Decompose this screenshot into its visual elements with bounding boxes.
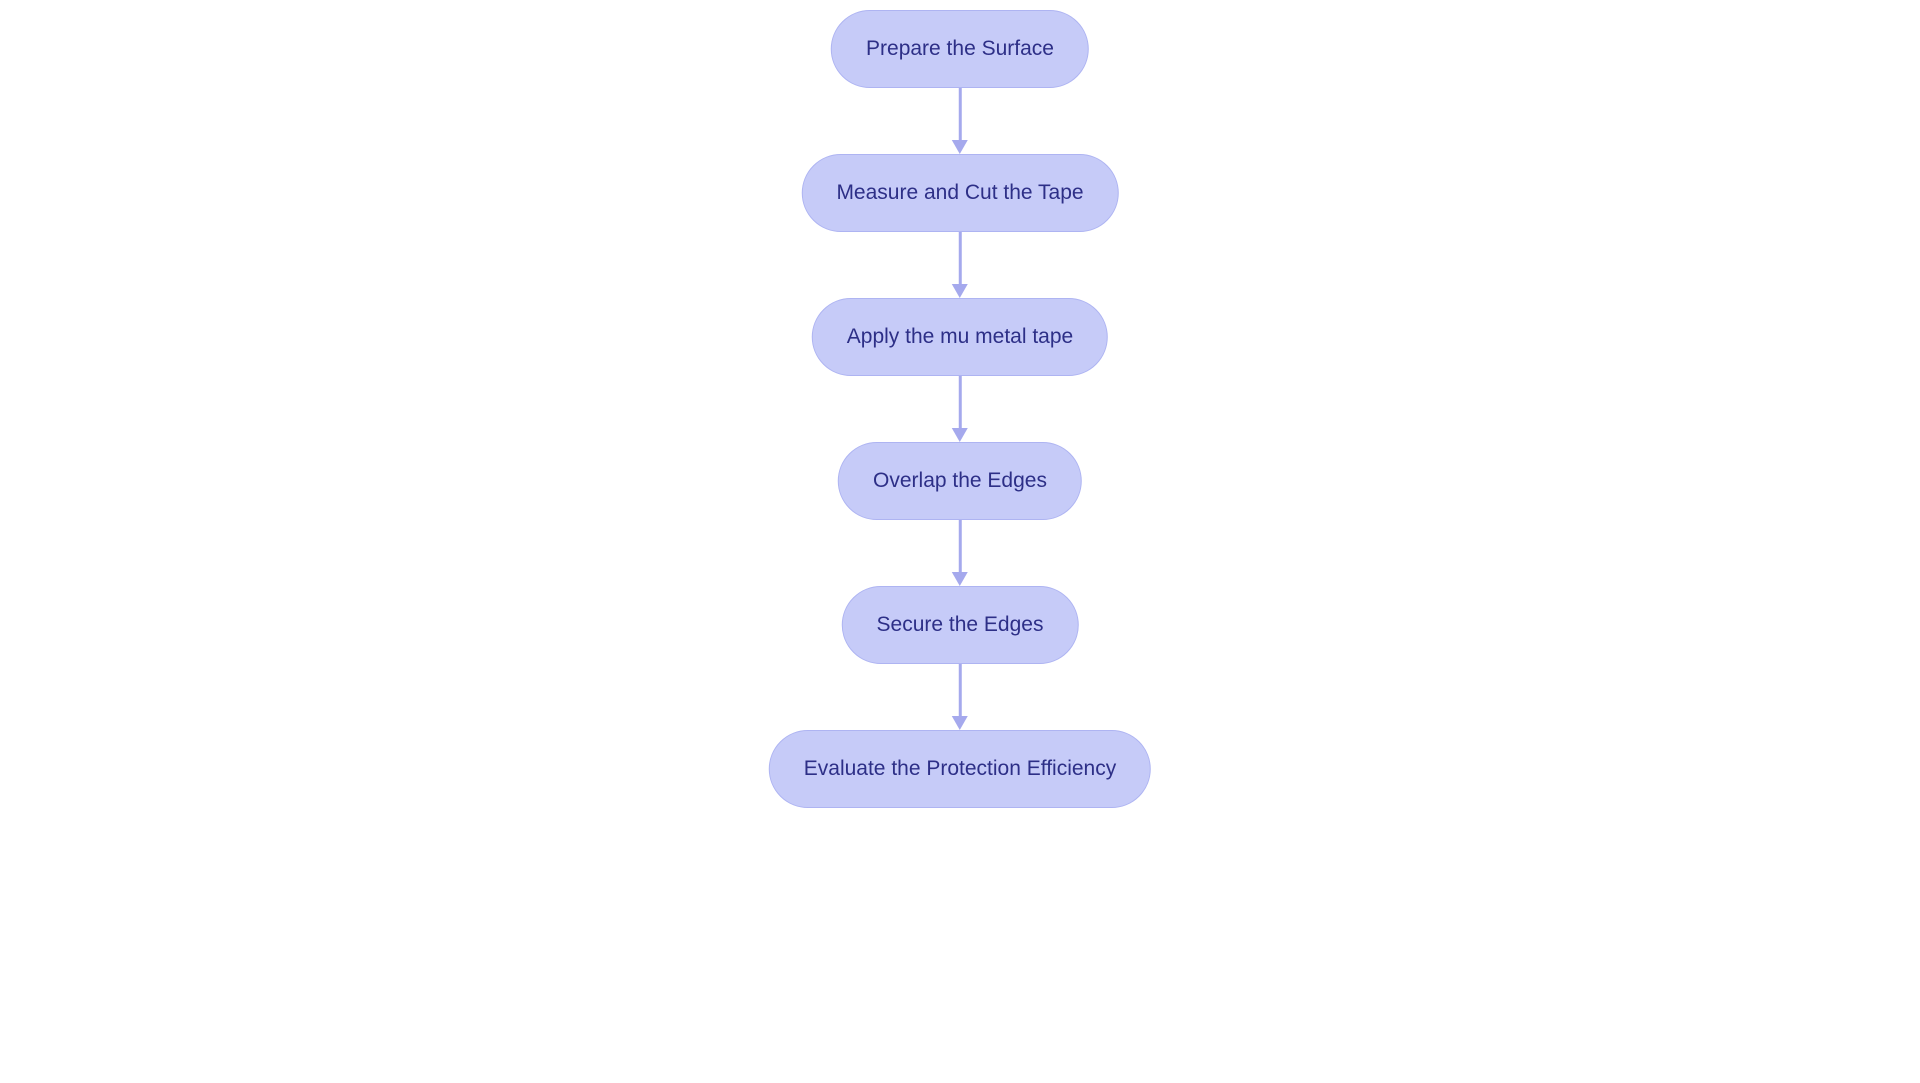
arrow-head-icon	[952, 716, 968, 730]
flow-arrow	[952, 88, 968, 154]
arrow-line	[959, 520, 962, 572]
flow-node-label: Apply the mu metal tape	[847, 325, 1073, 349]
flow-node-label: Prepare the Surface	[866, 37, 1054, 61]
arrow-head-icon	[952, 140, 968, 154]
arrow-line	[959, 664, 962, 716]
arrow-head-icon	[952, 428, 968, 442]
flow-arrow	[952, 376, 968, 442]
flow-node: Secure the Edges	[842, 586, 1079, 664]
flow-node: Overlap the Edges	[838, 442, 1082, 520]
flow-node: Prepare the Surface	[831, 10, 1089, 88]
flow-arrow	[952, 232, 968, 298]
flow-arrow	[952, 664, 968, 730]
flow-node: Apply the mu metal tape	[812, 298, 1108, 376]
arrow-line	[959, 88, 962, 140]
flow-node-label: Secure the Edges	[877, 613, 1044, 637]
arrow-head-icon	[952, 572, 968, 586]
arrow-head-icon	[952, 284, 968, 298]
flow-node-label: Measure and Cut the Tape	[836, 181, 1083, 205]
arrow-line	[959, 376, 962, 428]
flow-node-label: Overlap the Edges	[873, 469, 1047, 493]
arrow-line	[959, 232, 962, 284]
flow-arrow	[952, 520, 968, 586]
flowchart-container: Prepare the Surface Measure and Cut the …	[769, 10, 1151, 808]
flow-node: Evaluate the Protection Efficiency	[769, 730, 1151, 808]
flow-node-label: Evaluate the Protection Efficiency	[804, 757, 1116, 781]
flow-node: Measure and Cut the Tape	[801, 154, 1118, 232]
